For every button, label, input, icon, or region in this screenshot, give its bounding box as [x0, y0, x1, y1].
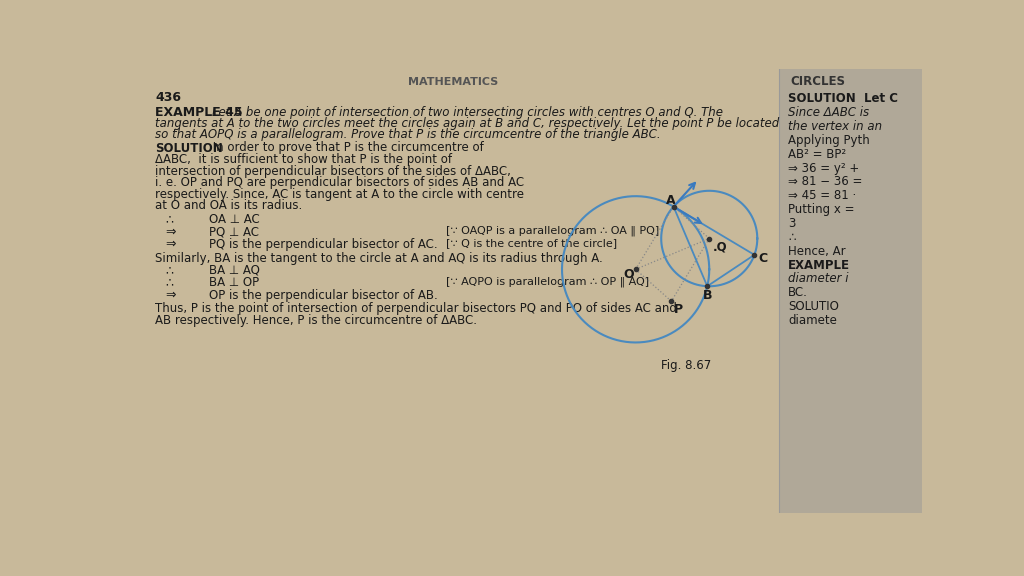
- Text: intersection of perpendicular bisectors of the sides of ΔABC,: intersection of perpendicular bisectors …: [155, 165, 511, 177]
- Text: EXAMPLE: EXAMPLE: [788, 259, 850, 271]
- Text: respectively. Since, AC is tangent at A to the circle with centre: respectively. Since, AC is tangent at A …: [155, 188, 524, 200]
- Text: diamete: diamete: [788, 314, 838, 327]
- Text: Applying Pyth: Applying Pyth: [788, 134, 870, 147]
- Text: BC.: BC.: [788, 286, 808, 300]
- Text: ⇒: ⇒: [165, 238, 176, 251]
- Bar: [779, 69, 922, 513]
- Text: O: O: [624, 268, 634, 281]
- Text: ⇒: ⇒: [165, 225, 176, 238]
- Text: 3: 3: [788, 217, 796, 230]
- Text: i. e. OP and PQ are perpendicular bisectors of sides AB and AC: i. e. OP and PQ are perpendicular bisect…: [155, 176, 524, 189]
- Text: ∴: ∴: [165, 276, 173, 289]
- Text: diameter i: diameter i: [788, 272, 849, 285]
- Text: Similarly, BA is the tangent to the circle at A and AQ is its radius through A.: Similarly, BA is the tangent to the circ…: [155, 252, 603, 264]
- Text: SOLUTION  Let C: SOLUTION Let C: [788, 92, 898, 105]
- Text: the vertex in an: the vertex in an: [788, 120, 883, 133]
- Text: [∵ AQPO is parallelogram ∴ OP ‖ AQ]: [∵ AQPO is parallelogram ∴ OP ‖ AQ]: [445, 276, 649, 287]
- Text: Since ΔABC is: Since ΔABC is: [788, 106, 869, 119]
- Text: OP is the perpendicular bisector of AB.: OP is the perpendicular bisector of AB.: [209, 289, 438, 302]
- Text: ∴: ∴: [165, 264, 173, 277]
- Text: P: P: [674, 303, 683, 316]
- Text: C: C: [759, 252, 767, 265]
- Text: MATHEMATICS: MATHEMATICS: [409, 77, 499, 87]
- Text: PQ is the perpendicular bisector of AC.: PQ is the perpendicular bisector of AC.: [209, 238, 438, 251]
- Text: Fig. 8.67: Fig. 8.67: [660, 359, 711, 373]
- Text: OA ⊥ AC: OA ⊥ AC: [209, 213, 260, 226]
- Text: SOLUTION: SOLUTION: [155, 142, 223, 154]
- Text: tangents at A to the two circles meet the circles again at B and C, respectively: tangents at A to the two circles meet th…: [155, 117, 779, 130]
- Text: ⇒ 36 = y² +: ⇒ 36 = y² +: [788, 161, 859, 175]
- Text: so that AOPQ is a parallelogram. Prove that P is the circumcentre of the triangl: so that AOPQ is a parallelogram. Prove t…: [155, 128, 660, 141]
- Text: SOLUTIO: SOLUTIO: [788, 300, 840, 313]
- Text: ⇒: ⇒: [165, 289, 176, 302]
- Text: 436: 436: [155, 90, 181, 104]
- Text: CIRCLES: CIRCLES: [791, 75, 846, 88]
- Text: B: B: [702, 289, 712, 302]
- Text: ⇒ 45 = 81 ·: ⇒ 45 = 81 ·: [788, 190, 856, 202]
- Text: ΔABC,  it is sufficient to show that P is the point of: ΔABC, it is sufficient to show that P is…: [155, 153, 453, 166]
- Text: BA ⊥ AQ: BA ⊥ AQ: [209, 264, 260, 277]
- Text: AB respectively. Hence, P is the circumcentre of ΔABC.: AB respectively. Hence, P is the circumc…: [155, 314, 477, 327]
- Text: at O and OA is its radius.: at O and OA is its radius.: [155, 199, 302, 212]
- Text: In order to prove that P is the circumcentre of: In order to prove that P is the circumce…: [209, 142, 484, 154]
- Text: Let A be one point of intersection of two intersecting circles with centres O an: Let A be one point of intersection of tw…: [212, 106, 723, 119]
- Text: A: A: [666, 194, 675, 207]
- Text: AB² = BP²: AB² = BP²: [788, 147, 847, 161]
- Text: [∵ Q is the centre of the circle]: [∵ Q is the centre of the circle]: [445, 238, 616, 248]
- Text: .Q: .Q: [713, 240, 728, 253]
- Text: BA ⊥ OP: BA ⊥ OP: [209, 276, 259, 289]
- Text: Putting x =: Putting x =: [788, 203, 855, 216]
- Text: PQ ⊥ AC: PQ ⊥ AC: [209, 225, 259, 238]
- Text: Thus, P is the point of intersection of perpendicular bisectors PQ and PO of sid: Thus, P is the point of intersection of …: [155, 302, 677, 316]
- Text: ⇒ 81 − 36 =: ⇒ 81 − 36 =: [788, 175, 862, 188]
- Text: ∴: ∴: [165, 213, 173, 226]
- Text: Hence, Ar: Hence, Ar: [788, 245, 846, 257]
- Text: ∴: ∴: [788, 231, 796, 244]
- Text: EXAMPLE 45: EXAMPLE 45: [155, 106, 243, 119]
- Text: [∵ OAQP is a parallelogram ∴ OA ‖ PQ]: [∵ OAQP is a parallelogram ∴ OA ‖ PQ]: [445, 225, 659, 236]
